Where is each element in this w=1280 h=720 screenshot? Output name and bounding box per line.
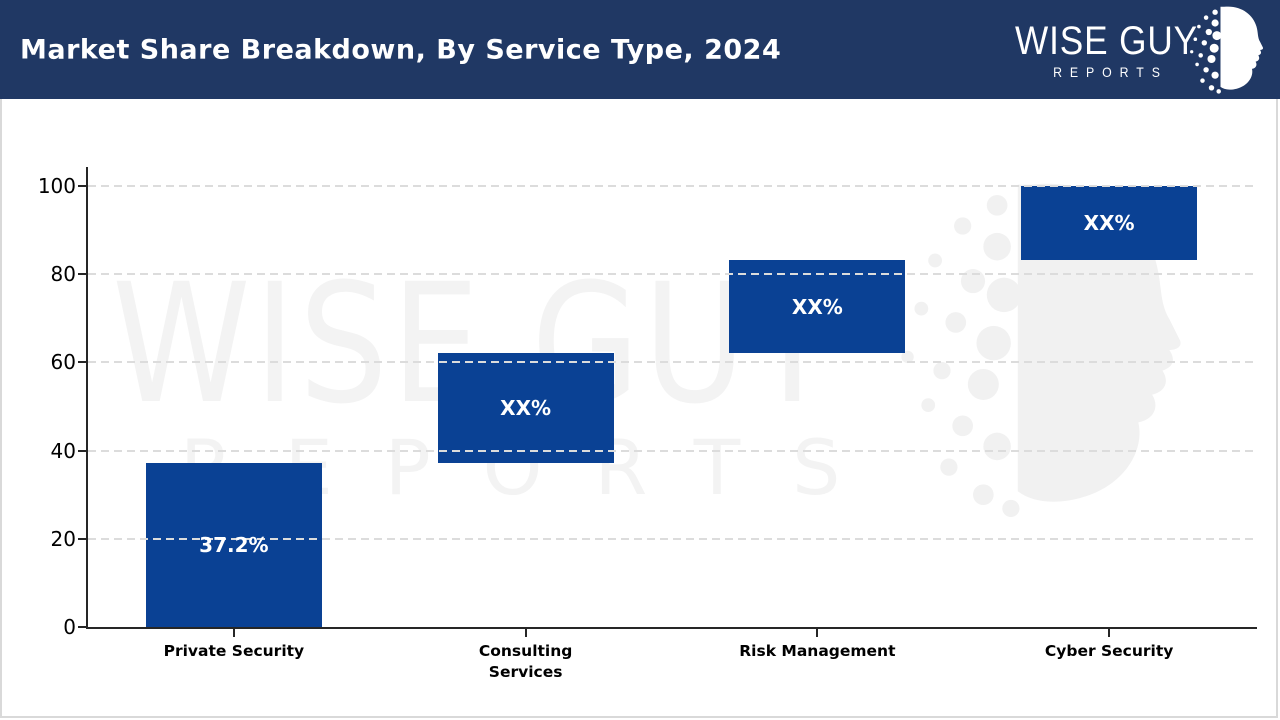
- page-title: Market Share Breakdown, By Service Type,…: [20, 34, 782, 65]
- y-tick-label-0: 0: [63, 615, 76, 639]
- bar-risk-management: [729, 260, 906, 354]
- y-tick-mark-100: [78, 185, 86, 187]
- y-tick-mark-20: [78, 537, 86, 540]
- y-tick-label-40: 40: [50, 438, 76, 463]
- y-tick-label-60: 60: [50, 350, 76, 375]
- watermark-face-dots-icon: [901, 183, 1181, 518]
- y-tick-mark-0: [78, 626, 86, 628]
- gridline-20: [88, 537, 1255, 540]
- header-bar: Market Share Breakdown, By Service Type,…: [0, 0, 1280, 99]
- y-tick-label-80: 80: [50, 262, 76, 287]
- gridline-100: [88, 185, 1255, 187]
- bar-value-label-risk-management: XX%: [791, 294, 843, 319]
- y-tick-label-20: 20: [50, 526, 76, 551]
- brand-logo-text: WISE GUY REPORTS: [1015, 21, 1198, 80]
- bar-value-label-cyber-security: XX%: [1083, 211, 1135, 236]
- face-dots-logo-icon: [1190, 6, 1264, 94]
- brand-subname: REPORTS: [1053, 63, 1168, 80]
- x-axis-line: [86, 627, 1257, 629]
- x-category-label-risk-management: Risk Management: [739, 642, 896, 660]
- x-category-label-private-security: Private Security: [163, 642, 305, 660]
- x-tick-mark-private-security: [232, 629, 235, 637]
- bar-private-security: [145, 462, 322, 627]
- bar-value-label-consulting-services: XX%: [500, 396, 552, 421]
- x-tick-mark-consulting-services: [524, 629, 527, 637]
- gridline-40: [88, 449, 1255, 452]
- x-category-label-cyber-security: Cyber Security: [1044, 642, 1174, 660]
- gridline-80: [88, 273, 1255, 276]
- y-tick-mark-40: [78, 449, 86, 452]
- bar-cyber-security: [1021, 186, 1198, 261]
- gridline-60: [88, 361, 1255, 364]
- x-tick-mark-cyber-security: [1108, 629, 1111, 637]
- brand-logo: WISE GUY REPORTS: [990, 4, 1266, 96]
- bar-value-label-private-security: 37.2%: [199, 532, 269, 557]
- brand-name: WISE GUY: [1014, 18, 1198, 63]
- y-axis-line: [86, 167, 88, 629]
- y-tick-label-100: 100: [37, 174, 76, 198]
- bar-consulting-services: [437, 353, 614, 463]
- x-category-label-consulting-services: Consulting Services: [478, 642, 573, 681]
- y-tick-mark-80: [78, 273, 86, 276]
- y-tick-mark-60: [78, 361, 86, 364]
- x-tick-mark-risk-management: [816, 629, 819, 637]
